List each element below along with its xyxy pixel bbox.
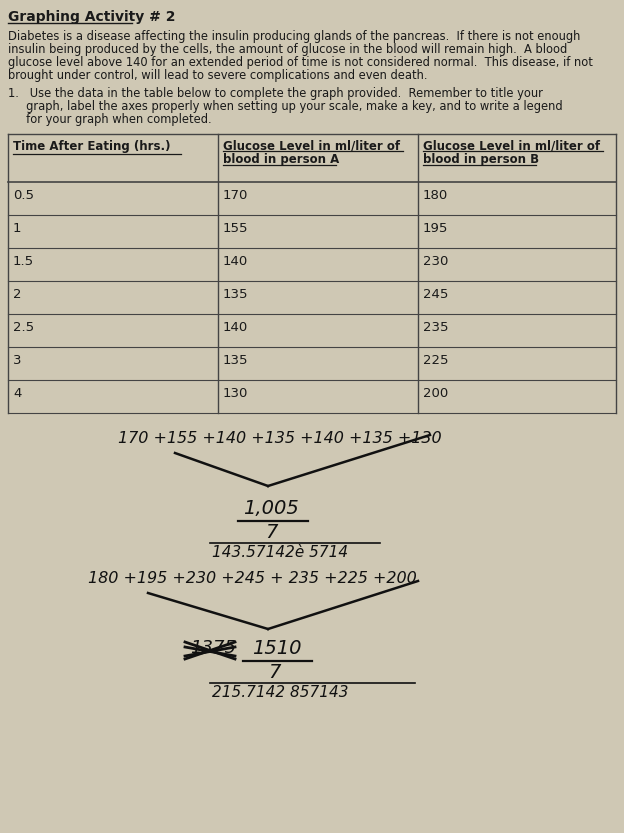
Text: 155: 155 <box>223 222 248 235</box>
Text: Diabetes is a disease affecting the insulin producing glands of the pancreas.  I: Diabetes is a disease affecting the insu… <box>8 30 580 43</box>
Text: 180 +195 +230 +245 + 235 +225 +200: 180 +195 +230 +245 + 235 +225 +200 <box>88 571 417 586</box>
Text: 135: 135 <box>223 288 248 301</box>
Text: 225: 225 <box>423 354 449 367</box>
Text: 7: 7 <box>268 663 280 682</box>
Text: 195: 195 <box>423 222 449 235</box>
Text: Glucose Level in ml/liter of: Glucose Level in ml/liter of <box>423 139 600 152</box>
Text: 245: 245 <box>423 288 449 301</box>
Text: 1,005: 1,005 <box>243 499 299 518</box>
Text: 180: 180 <box>423 189 448 202</box>
Text: 1.5: 1.5 <box>13 255 34 268</box>
Text: 170: 170 <box>223 189 248 202</box>
Text: 140: 140 <box>223 255 248 268</box>
Text: brought under control, will lead to severe complications and even death.: brought under control, will lead to seve… <box>8 69 427 82</box>
Text: 0.5: 0.5 <box>13 189 34 202</box>
Text: 1510: 1510 <box>252 639 301 658</box>
Text: 215.7142 857143: 215.7142 857143 <box>212 685 348 700</box>
Text: glucose level above 140 for an extended period of time is not considered normal.: glucose level above 140 for an extended … <box>8 56 593 69</box>
Text: 7: 7 <box>265 523 278 542</box>
Text: 3: 3 <box>13 354 21 367</box>
Text: 1.   Use the data in the table below to complete the graph provided.  Remember t: 1. Use the data in the table below to co… <box>8 87 543 100</box>
Text: 200: 200 <box>423 387 448 400</box>
Text: 135: 135 <box>223 354 248 367</box>
Text: 170 +155 +140 +135 +140 +135 +130: 170 +155 +140 +135 +140 +135 +130 <box>118 431 442 446</box>
Text: 1: 1 <box>13 222 21 235</box>
Text: Glucose Level in ml/liter of: Glucose Level in ml/liter of <box>223 139 400 152</box>
Text: for your graph when completed.: for your graph when completed. <box>8 113 212 126</box>
Text: Time After Eating (hrs.): Time After Eating (hrs.) <box>13 140 170 153</box>
Text: graph, label the axes properly when setting up your scale, make a key, and to wr: graph, label the axes properly when sett… <box>8 100 563 113</box>
Text: blood in person B: blood in person B <box>423 153 539 166</box>
Text: 130: 130 <box>223 387 248 400</box>
Text: 1375: 1375 <box>190 639 236 657</box>
Text: 143.57142è 5714: 143.57142è 5714 <box>212 545 348 560</box>
Text: blood in person A: blood in person A <box>223 153 339 166</box>
Text: Graphing Activity # 2: Graphing Activity # 2 <box>8 10 175 24</box>
Text: 230: 230 <box>423 255 449 268</box>
Text: insulin being produced by the cells, the amount of glucose in the blood will rem: insulin being produced by the cells, the… <box>8 43 567 56</box>
Text: 2: 2 <box>13 288 21 301</box>
Text: 235: 235 <box>423 321 449 334</box>
Text: 140: 140 <box>223 321 248 334</box>
Text: 4: 4 <box>13 387 21 400</box>
Text: 2.5: 2.5 <box>13 321 34 334</box>
